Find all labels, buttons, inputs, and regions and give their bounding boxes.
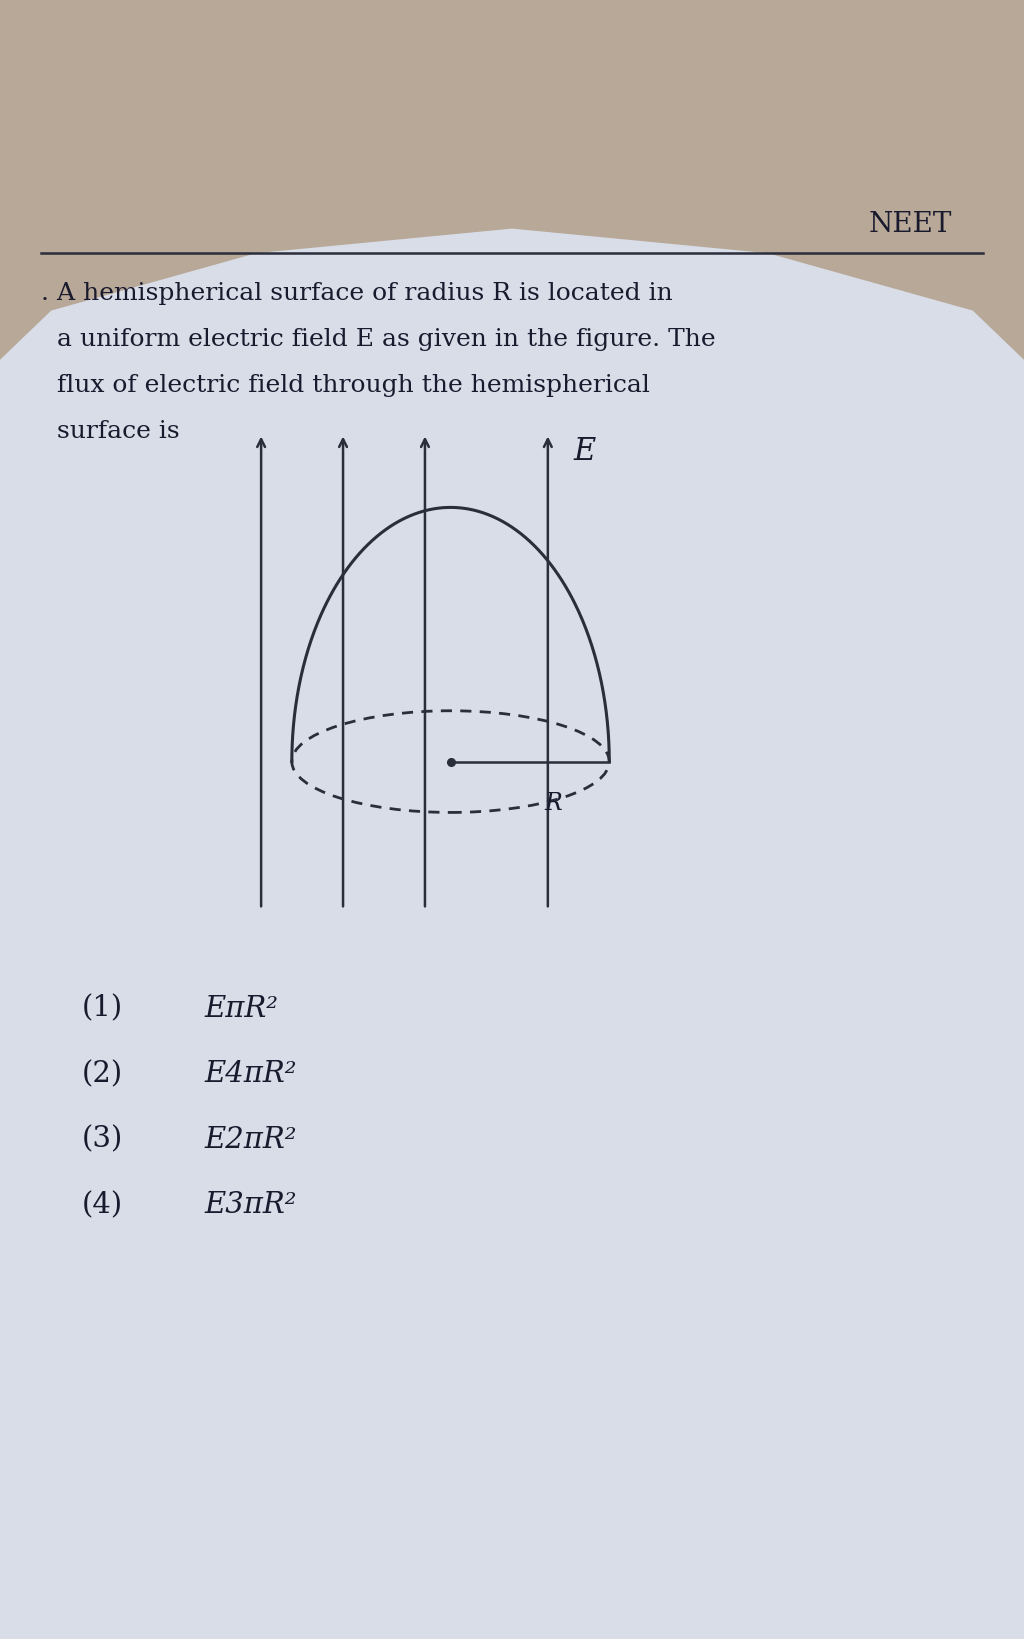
Text: E3πR²: E3πR² <box>205 1190 297 1219</box>
Bar <box>0 0 1024 459</box>
Polygon shape <box>0 229 1024 1639</box>
Text: E: E <box>573 436 596 465</box>
Text: (1): (1) <box>82 993 123 1023</box>
Text: . A hemispherical surface of radius R is located in: . A hemispherical surface of radius R is… <box>41 282 673 305</box>
Text: flux of electric field through the hemispherical: flux of electric field through the hemis… <box>41 374 650 397</box>
Text: a uniform electric field E as given in the figure. The: a uniform electric field E as given in t… <box>41 328 716 351</box>
Text: EπR²: EπR² <box>205 993 279 1023</box>
Text: E2πR²: E2πR² <box>205 1124 297 1154</box>
Text: (3): (3) <box>82 1124 123 1154</box>
Text: E4πR²: E4πR² <box>205 1059 297 1088</box>
Text: R: R <box>545 792 562 815</box>
Text: (2): (2) <box>82 1059 123 1088</box>
Text: surface is: surface is <box>41 420 179 443</box>
Text: NEET: NEET <box>869 211 952 238</box>
Text: (4): (4) <box>82 1190 123 1219</box>
